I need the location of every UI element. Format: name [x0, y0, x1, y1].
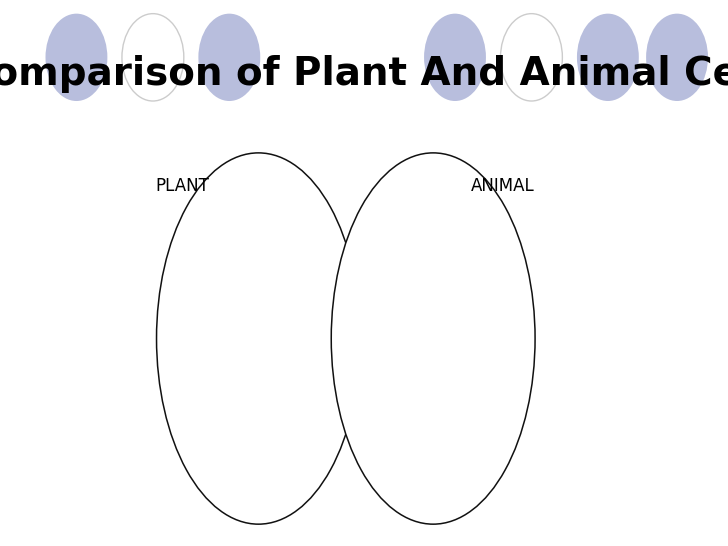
Ellipse shape — [331, 153, 535, 524]
Ellipse shape — [45, 14, 108, 101]
Ellipse shape — [122, 14, 183, 101]
Ellipse shape — [157, 153, 360, 524]
Ellipse shape — [501, 14, 563, 101]
Text: Comparison of Plant And Animal Cell: Comparison of Plant And Animal Cell — [0, 55, 728, 93]
Ellipse shape — [424, 14, 486, 101]
Ellipse shape — [646, 14, 708, 101]
Ellipse shape — [577, 14, 639, 101]
Ellipse shape — [198, 14, 261, 101]
Text: ANIMAL: ANIMAL — [470, 177, 534, 194]
Text: PLANT: PLANT — [155, 177, 209, 194]
